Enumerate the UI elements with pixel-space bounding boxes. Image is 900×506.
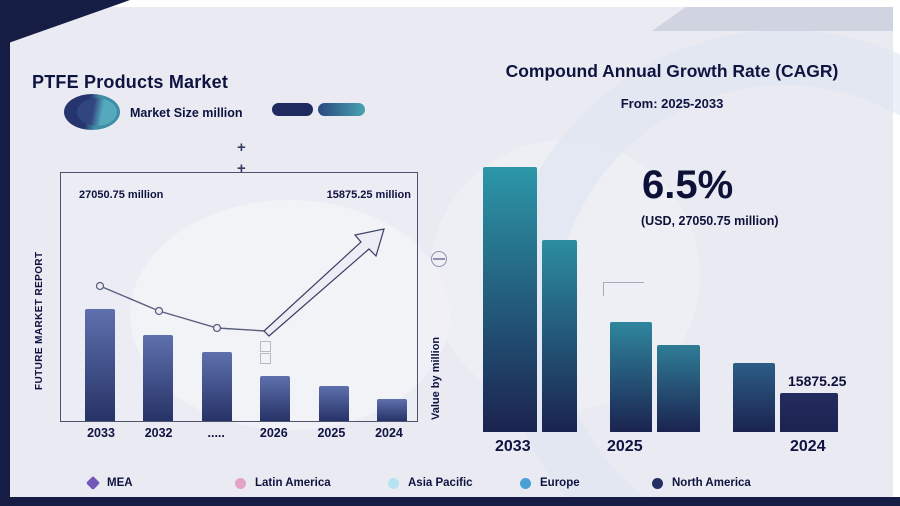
market-x-label-2032: 2032	[144, 426, 173, 440]
cagr-value: 6.5%	[642, 163, 734, 207]
cagr-group-2033	[483, 167, 577, 432]
cagr-y-axis-label: Value by million	[430, 336, 442, 420]
legend-item-latin-america: Latin America	[235, 477, 388, 489]
cagr-x-label-2025: 2025	[607, 438, 643, 455]
max-value-label: 27050.75 million	[79, 189, 164, 201]
legend-label: Latin America	[255, 477, 331, 489]
market-bar-2024	[376, 399, 407, 421]
circle-marker-icon	[520, 477, 531, 489]
cagr-x-labels: 2033 2025 2024	[483, 438, 883, 460]
cagr-x-label-2024: 2024	[790, 438, 826, 455]
legend-item-asia-pacific: Asia Pacific	[388, 477, 520, 489]
region-legend: MEA Latin America Asia Pacific Europe North …	[85, 475, 792, 491]
legend-item-europe: Europe	[520, 477, 652, 489]
market-bar-2025	[318, 386, 349, 421]
market-bar-2033	[85, 309, 115, 421]
pill-decoration-teal	[318, 103, 365, 116]
legend-label: MEA	[107, 477, 133, 489]
left-chart-y-axis-label: FUTURE MARKET REPORT	[34, 251, 45, 391]
cagr-title: Compound Annual Growth Rate (CAGR)	[505, 61, 839, 81]
market-size-legend-icon	[64, 94, 120, 130]
disc-highlight	[77, 98, 117, 126]
circle-minus-icon	[431, 251, 447, 267]
top-right-band-decoration	[652, 7, 893, 31]
market-bars	[85, 309, 407, 421]
cagr-bar	[542, 240, 577, 432]
diamond-marker-icon	[85, 475, 101, 491]
cagr-group-2024	[733, 363, 838, 432]
plus-icon: +	[237, 160, 246, 177]
legend-item-north-america: North America	[652, 477, 792, 489]
market-x-label-: .....	[207, 426, 225, 440]
bottom-edge-bar	[0, 497, 900, 506]
legend-label: Asia Pacific	[408, 477, 473, 489]
circle-marker-icon	[652, 477, 663, 489]
bracket-decoration	[603, 282, 644, 296]
market-bar-	[201, 352, 232, 421]
market-x-labels: 2033 2032..... 2026 2025 2024	[60, 426, 416, 440]
cagr-bar	[733, 363, 775, 432]
market-size-legend-label: Market Size million	[130, 106, 243, 120]
cagr-group-2025	[610, 322, 700, 432]
market-x-label-2025: 2025	[317, 426, 346, 440]
cagr-bar	[657, 345, 700, 432]
legend-label: Europe	[540, 477, 580, 489]
cagr-bar	[483, 167, 537, 432]
market-x-label-2033: 2033	[87, 426, 115, 440]
pill-decoration-dark	[272, 103, 313, 116]
cagr-x-label-2033: 2033	[495, 438, 531, 455]
left-chart-title: PTFE Products Market	[32, 72, 229, 93]
plus-icon: +	[237, 139, 246, 156]
min-value-label: 15875.25 million	[326, 189, 411, 201]
market-x-label-2024: 2024	[375, 426, 403, 440]
market-bar-2032	[143, 335, 174, 421]
circle-marker-icon	[388, 477, 399, 489]
square-decoration	[260, 341, 271, 352]
left-edge-bar	[0, 36, 10, 506]
legend-label: North America	[672, 477, 751, 489]
market-x-label-2026: 2026	[259, 426, 288, 440]
market-size-chart: 27050.75 million 15875.25 million	[60, 172, 418, 422]
cagr-bar	[780, 393, 838, 432]
cagr-detail: (USD, 27050.75 million)	[641, 214, 779, 228]
cagr-subtitle: From: 2025-2033	[620, 96, 724, 111]
cagr-bars	[483, 167, 838, 432]
cagr-bar	[610, 322, 652, 432]
circle-marker-icon	[235, 477, 246, 489]
square-decoration	[260, 353, 271, 364]
market-bar-2026	[260, 376, 291, 421]
legend-item-mea: MEA	[85, 475, 235, 491]
bar-value-annotation: 15875.25	[788, 373, 847, 389]
